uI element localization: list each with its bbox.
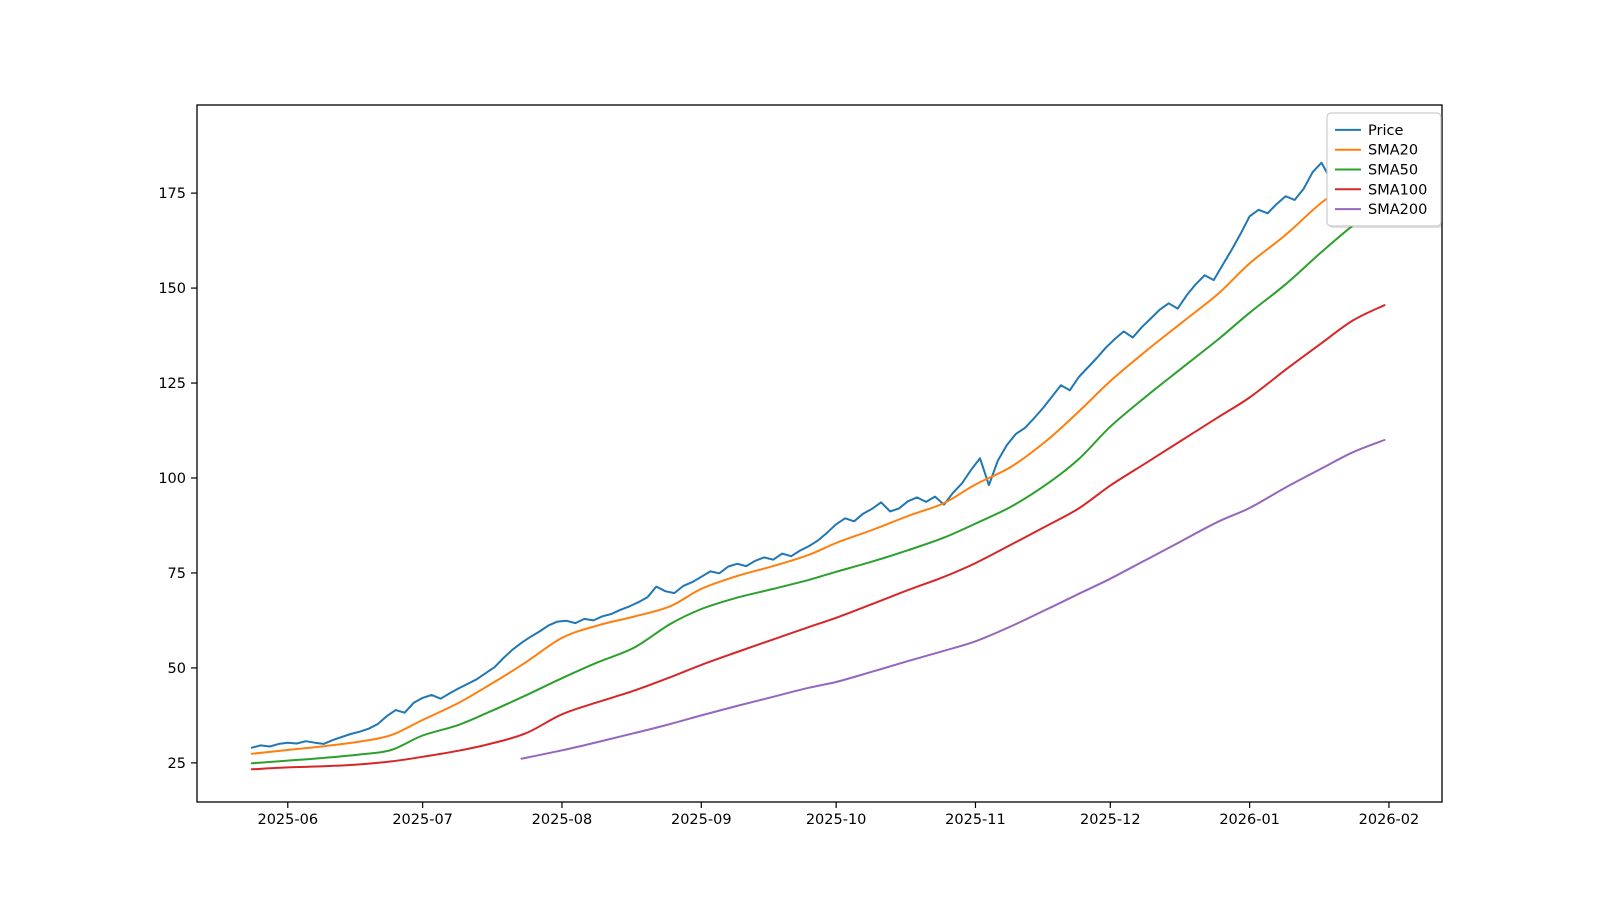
legend-label-price: Price — [1368, 123, 1403, 139]
x-tick-label: 2025-10 — [806, 812, 867, 828]
y-tick-label: 125 — [158, 376, 186, 392]
series-line-sma20 — [250, 165, 1386, 755]
legend-label-sma50: SMA50 — [1368, 163, 1418, 179]
y-tick-label: 50 — [168, 661, 186, 677]
y-tick-label: 100 — [158, 471, 186, 487]
y-tick-label: 175 — [158, 186, 186, 202]
x-tick-label: 2025-09 — [671, 812, 732, 828]
legend-label-sma20: SMA20 — [1368, 143, 1418, 159]
x-tick-label: 2025-06 — [257, 812, 318, 828]
y-tick-label: 75 — [168, 566, 186, 582]
x-tick-label: 2026-01 — [1219, 812, 1280, 828]
y-tick-label: 25 — [168, 756, 186, 772]
legend-label-sma200: SMA200 — [1368, 202, 1427, 218]
series-line-sma200 — [520, 439, 1386, 760]
legend-box — [1326, 112, 1442, 227]
plot-border — [196, 104, 1443, 803]
x-tick-label: 2025-08 — [532, 812, 593, 828]
series-line-price — [250, 148, 1386, 749]
series-line-sma100 — [250, 304, 1386, 771]
x-tick-label: 2025-07 — [392, 812, 453, 828]
x-tick-label: 2026-02 — [1359, 812, 1420, 828]
legend-label-sma100: SMA100 — [1368, 182, 1427, 198]
y-tick-label: 150 — [158, 281, 186, 297]
x-tick-label: 2025-12 — [1080, 812, 1141, 828]
x-tick-label: 2025-11 — [945, 812, 1006, 828]
series-line-sma50 — [250, 201, 1386, 765]
